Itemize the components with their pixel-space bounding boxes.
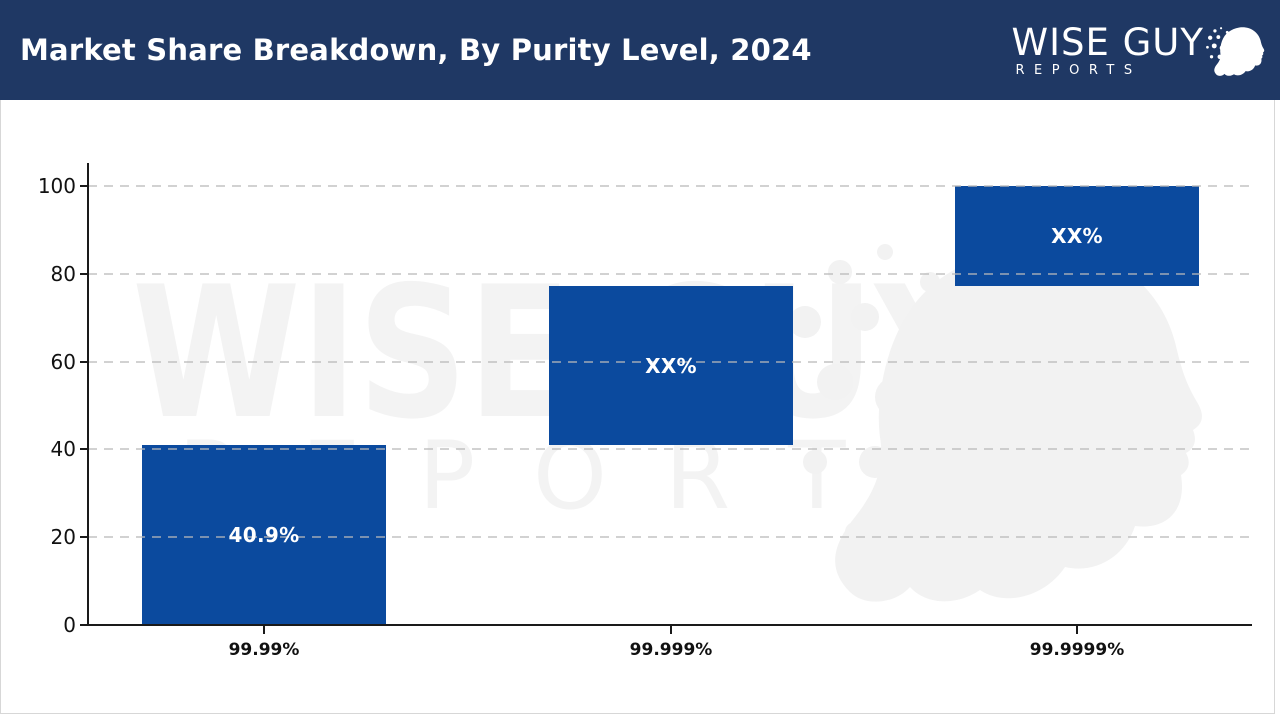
wise-guy-reports-logo: WISE GUY REPORTS (1012, 10, 1280, 90)
logo-text: WISE GUY REPORTS (1012, 24, 1204, 77)
x-tick-mark-99.999% (670, 626, 672, 634)
gridline-80 (88, 272, 1252, 275)
bar-99.9999%: XX% (955, 186, 1199, 287)
y-axis-line (87, 163, 89, 626)
x-tick-mark-99.9999% (1076, 626, 1078, 634)
y-tick-label-40: 40 (50, 437, 76, 462)
bar-value-label: 40.9% (228, 523, 300, 548)
logo-face-icon (1206, 27, 1265, 76)
y-tick-mark-40 (80, 448, 88, 451)
header-bar: Market Share Breakdown, By Purity Level,… (0, 0, 1280, 100)
logo-wordmark: WISE GUY (1011, 20, 1204, 64)
page-title: Market Share Breakdown, By Purity Level,… (20, 33, 812, 67)
gridline-40 (88, 448, 1252, 451)
bar-value-label: XX% (645, 353, 697, 378)
x-tick-mark-99.99% (263, 626, 265, 634)
bar-value-label: XX% (1051, 224, 1103, 249)
y-tick-label-100: 100 (37, 174, 76, 198)
logo-subtitle: REPORTS (1015, 62, 1142, 78)
y-tick-mark-100 (80, 185, 88, 187)
y-tick-label-20: 20 (50, 525, 76, 550)
bar-99.99%: 40.9% (142, 445, 386, 625)
gridline-20 (88, 536, 1252, 539)
x-tick-label-99.99%: 99.99% (228, 640, 300, 660)
bar-99.999%: XX% (549, 286, 793, 446)
y-tick-mark-60 (80, 360, 88, 363)
x-axis-line (80, 624, 1252, 626)
watermark-face-icon (775, 244, 1202, 602)
gridline-100 (88, 185, 1252, 187)
x-tick-label-99.9999%: 99.9999% (1029, 640, 1125, 660)
gridline-60 (88, 360, 1252, 363)
x-tick-label-99.999%: 99.999% (629, 640, 713, 660)
y-tick-mark-80 (80, 272, 88, 275)
y-tick-label-60: 60 (50, 349, 76, 374)
y-tick-mark-20 (80, 536, 88, 539)
y-tick-label-0: 0 (63, 613, 76, 637)
y-tick-label-80: 80 (50, 261, 76, 286)
